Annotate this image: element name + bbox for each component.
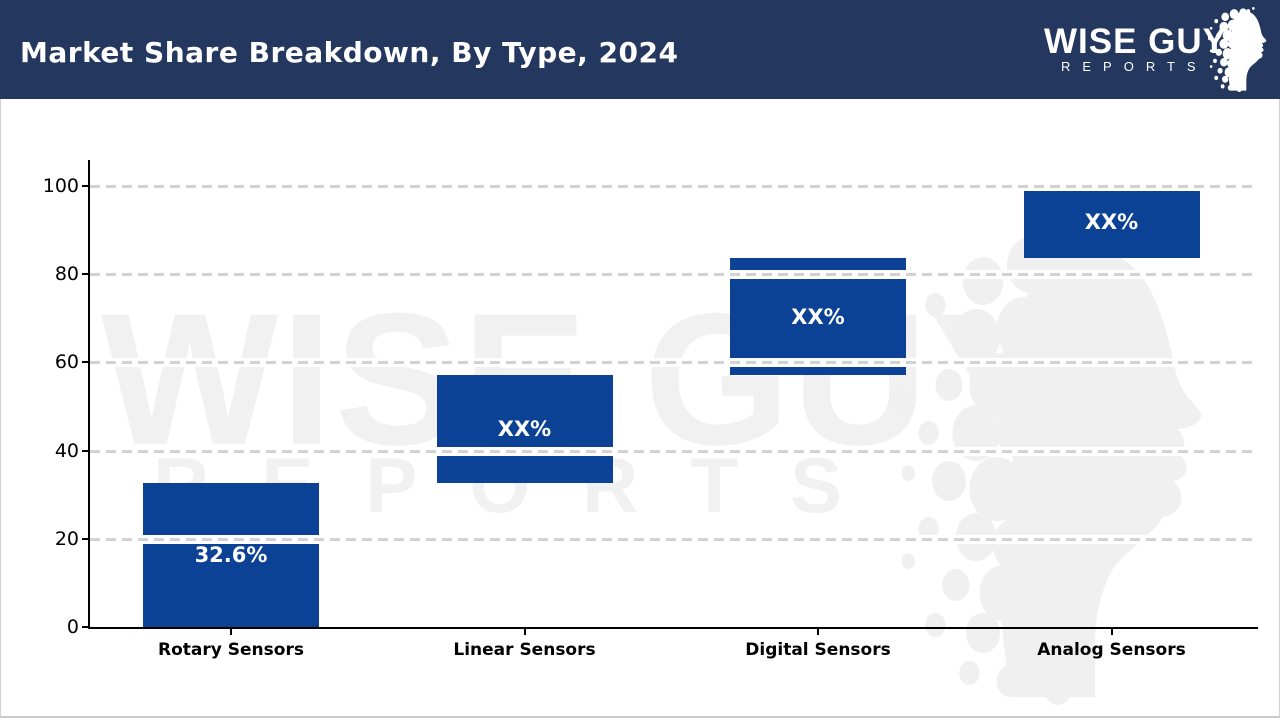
y-tick-mark	[82, 537, 89, 540]
bar-value-label: XX%	[791, 304, 845, 329]
category-label: Rotary Sensors	[158, 640, 304, 660]
bar-value-label: XX%	[1084, 210, 1139, 235]
category-label: Analog Sensors	[1037, 640, 1186, 660]
bar: 32.6%	[143, 483, 319, 627]
y-tick-label: 0	[66, 616, 79, 638]
y-tick-label: 100	[42, 175, 79, 197]
x-tick-mark	[817, 629, 819, 635]
y-tick-label: 80	[54, 263, 79, 286]
gridline	[90, 270, 1257, 280]
logo-subtitle: REPORTS	[1061, 59, 1208, 74]
bar-value-label: 32.6%	[194, 543, 268, 568]
chart-area: WISE GUY REPORTS 32.6% XX% XX% XX% 0 20 40 60 80…	[0, 99, 1280, 718]
y-tick-label: 60	[54, 351, 79, 374]
category-label: Digital Sensors	[745, 640, 891, 660]
y-axis-spine	[88, 160, 90, 629]
bar: XX%	[1023, 186, 1200, 259]
gridline	[90, 446, 1257, 456]
y-tick-label: 40	[54, 439, 79, 462]
y-tick-label: 20	[54, 527, 79, 550]
wiseguy-logo: WISE GUY REPORTS	[1006, 0, 1272, 99]
y-tick-mark	[82, 273, 89, 276]
logo-wordmark: WISE GUY	[1044, 22, 1228, 61]
chart-title: Market Share Breakdown, By Type, 2024	[20, 36, 679, 69]
logo-head-icon	[1206, 7, 1270, 92]
y-tick-mark	[82, 449, 89, 452]
x-tick-mark	[523, 629, 526, 635]
gridline	[90, 358, 1257, 368]
gridline	[90, 182, 1257, 191]
y-tick-mark	[82, 185, 89, 187]
x-tick-mark	[1110, 629, 1113, 635]
y-tick-mark	[82, 626, 89, 628]
bar-value-label: XX%	[497, 416, 552, 441]
x-tick-mark	[230, 629, 232, 635]
watermark-head-icon	[881, 225, 1221, 705]
category-label: Linear Sensors	[453, 640, 596, 660]
y-tick-mark	[82, 361, 89, 364]
bar: XX%	[436, 374, 613, 484]
report-header: Market Share Breakdown, By Type, 2024 WI…	[0, 0, 1280, 99]
gridline	[90, 534, 1257, 544]
x-axis-spine	[88, 627, 1258, 629]
